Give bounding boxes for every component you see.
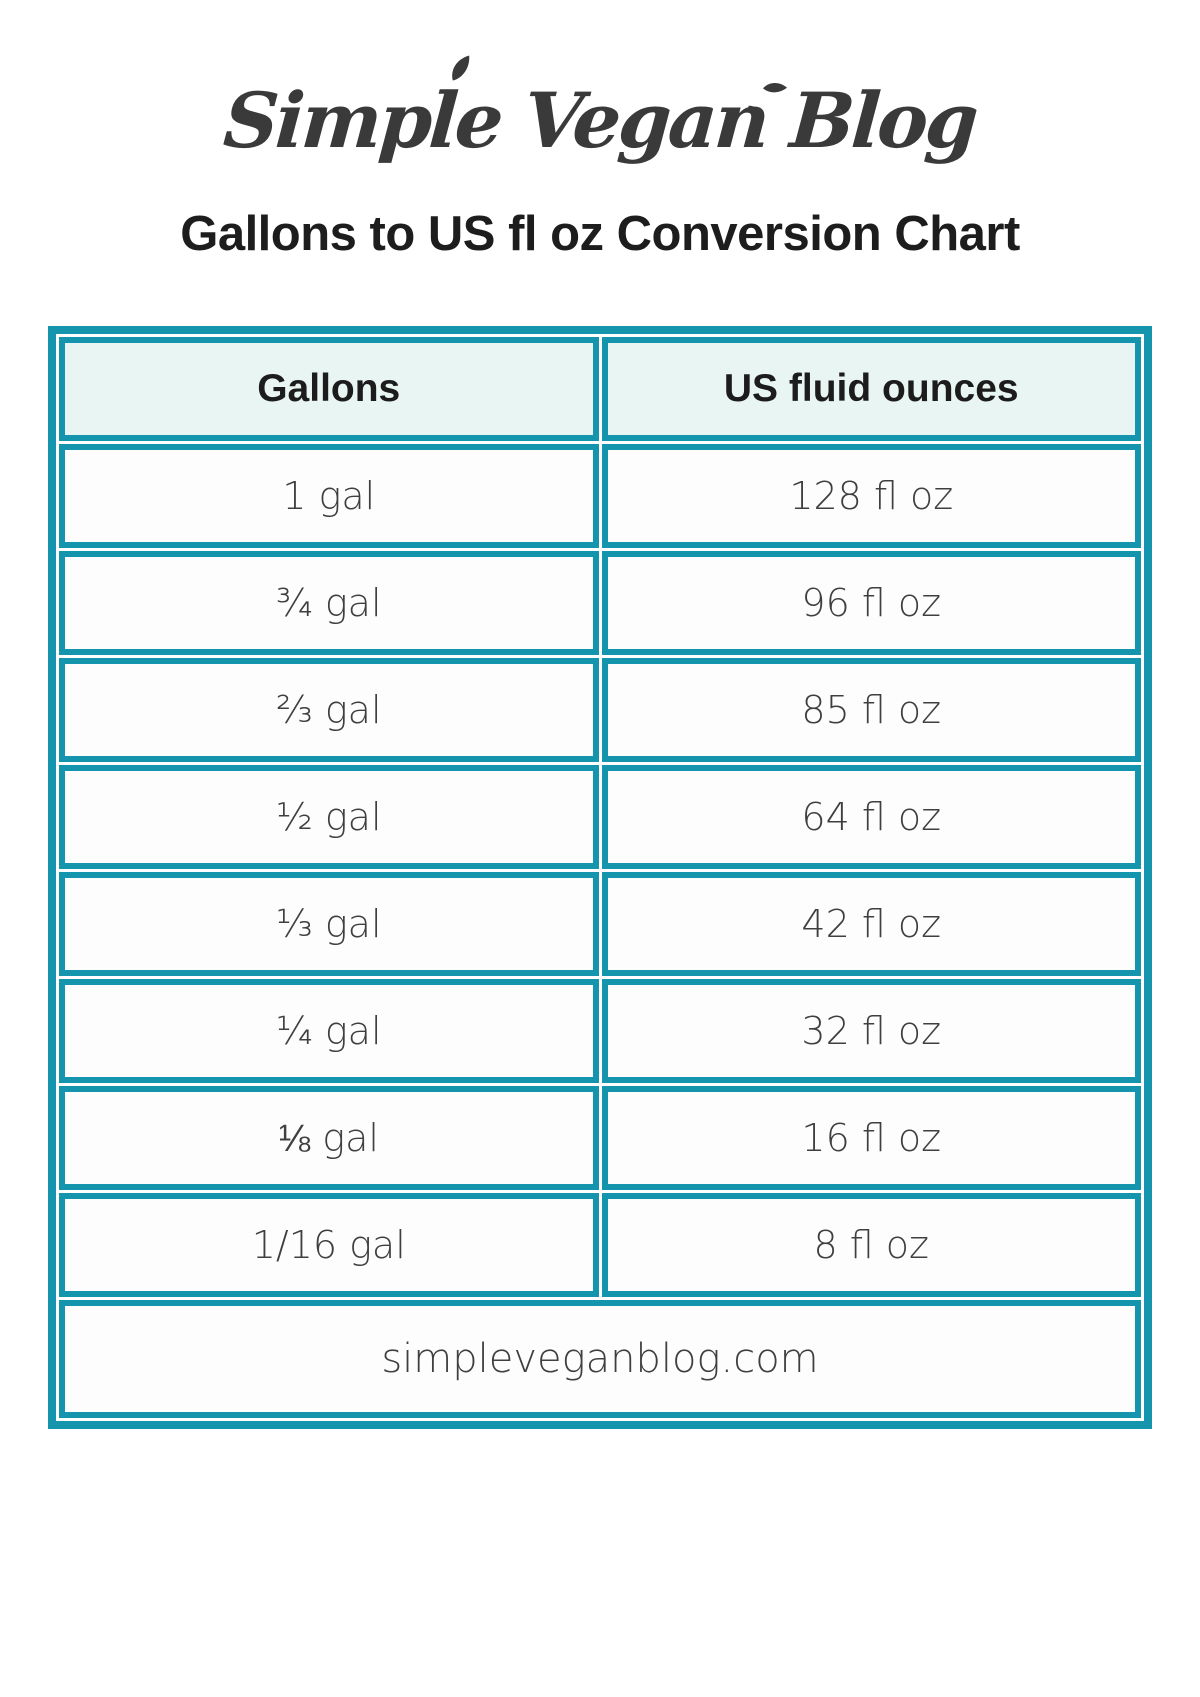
header-row: Gallons US fluid ounces	[59, 337, 1141, 441]
gallons-cell: ¾ gal	[59, 551, 599, 655]
table-row: 1/16 gal 8 fl oz	[59, 1193, 1141, 1297]
floz-cell: 64 fl oz	[601, 765, 1141, 869]
floz-cell: 96 fl oz	[601, 551, 1141, 655]
page: Simple Vegan Blog Gallons to US fl oz Co…	[0, 44, 1200, 1697]
page-title: Gallons to US fl oz Conversion Chart	[180, 207, 1020, 261]
table-row: ⅔ gal 85 fl oz	[59, 658, 1141, 762]
gallons-cell: ⅓ gal	[59, 872, 599, 976]
website-footer: simpleveganblog.com	[59, 1300, 1141, 1418]
gallons-cell: 1/16 gal	[59, 1193, 599, 1297]
table-row: ⅛ gal 16 fl oz	[59, 1086, 1141, 1190]
floz-cell: 16 fl oz	[601, 1086, 1141, 1190]
table-row: 1 gal 128 fl oz	[59, 444, 1141, 548]
column-header-gallons: Gallons	[59, 337, 599, 441]
logo: Simple Vegan Blog	[0, 44, 1200, 196]
footer-row: simpleveganblog.com	[59, 1300, 1141, 1418]
floz-cell: 42 fl oz	[601, 872, 1141, 976]
logo-text: Simple Vegan Blog	[221, 75, 979, 165]
gallons-cell: 1 gal	[59, 444, 599, 548]
leaf-icon	[452, 55, 470, 81]
column-header-us-fluid-ounces: US fluid ounces	[601, 337, 1141, 441]
leaf-icon	[748, 105, 762, 119]
gallons-cell: ¼ gal	[59, 979, 599, 1083]
table-row: ½ gal 64 fl oz	[59, 765, 1141, 869]
floz-cell: 32 fl oz	[601, 979, 1141, 1083]
floz-cell: 85 fl oz	[601, 658, 1141, 762]
leaf-icon	[763, 82, 787, 93]
gallons-cell: ⅔ gal	[59, 658, 599, 762]
floz-cell: 8 fl oz	[601, 1193, 1141, 1297]
table-row: ¼ gal 32 fl oz	[59, 979, 1141, 1083]
floz-cell: 128 fl oz	[601, 444, 1141, 548]
table-row: ¾ gal 96 fl oz	[59, 551, 1141, 655]
conversion-table: Gallons US fluid ounces 1 gal 128 fl oz …	[56, 334, 1144, 1421]
gallons-cell: ⅛ gal	[59, 1086, 599, 1190]
conversion-table-frame: Gallons US fluid ounces 1 gal 128 fl oz …	[48, 326, 1152, 1429]
gallons-cell: ½ gal	[59, 765, 599, 869]
table-row: ⅓ gal 42 fl oz	[59, 872, 1141, 976]
